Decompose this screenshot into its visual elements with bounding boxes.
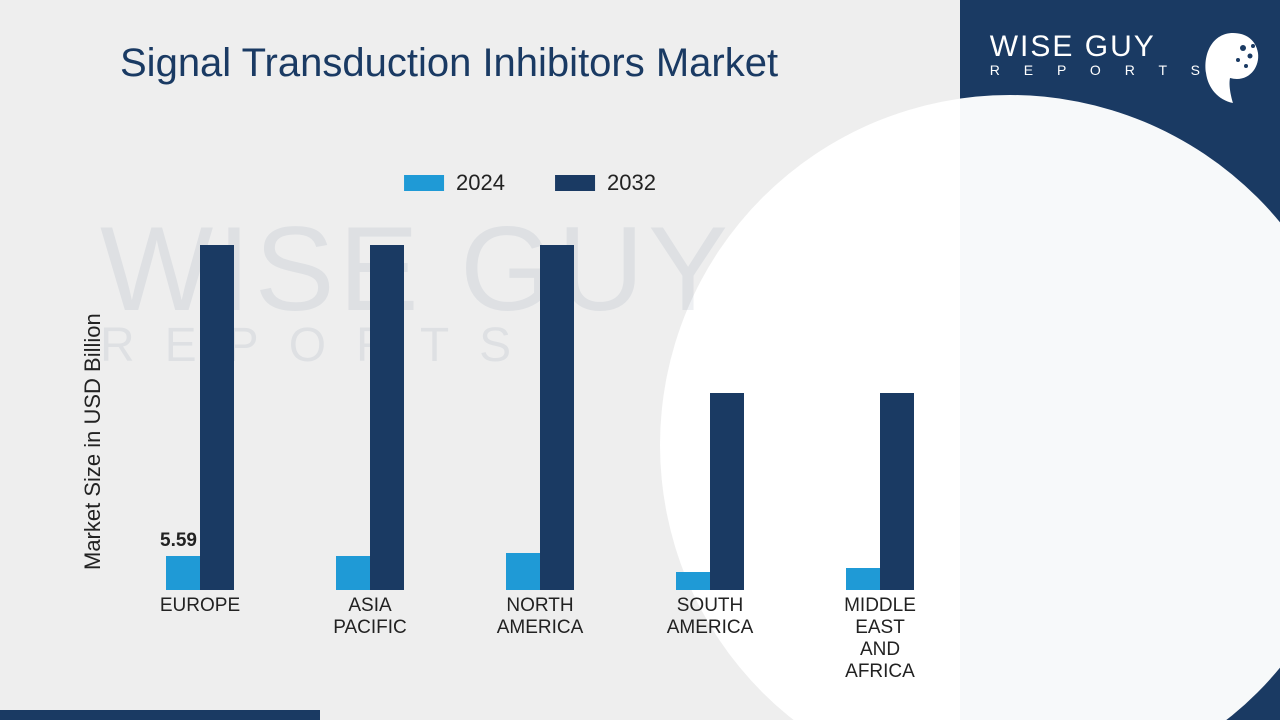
brand-head-icon: [1198, 28, 1268, 108]
x-label-europe: EUROPE: [130, 595, 270, 617]
legend-swatch-2024: [404, 175, 444, 191]
legend-label-2024: 2024: [456, 170, 505, 196]
legend-item-2032: 2032: [555, 170, 656, 196]
plot-region: 5.59: [140, 220, 1000, 590]
bar-group-mea: [846, 393, 914, 590]
bar-group-north_america: [506, 245, 574, 590]
legend-swatch-2032: [555, 175, 595, 191]
x-label-mea: MIDDLEEASTANDAFRICA: [810, 595, 950, 682]
bottom-strip: [0, 710, 320, 720]
x-label-south_america: SOUTHAMERICA: [640, 595, 780, 639]
x-label-asia_pacific: ASIAPACIFIC: [300, 595, 440, 639]
bar-2024-asia_pacific: [336, 556, 370, 590]
bar-2024-europe: [166, 556, 200, 590]
brand-logo: WISE GUY R E P O R T S: [990, 30, 1210, 78]
bar-group-south_america: [676, 393, 744, 590]
chart-title: Signal Transduction Inhibitors Market: [120, 40, 780, 86]
legend-label-2032: 2032: [607, 170, 656, 196]
x-label-north_america: NORTHAMERICA: [470, 595, 610, 639]
brand-line2: R E P O R T S: [990, 62, 1210, 78]
bar-group-asia_pacific: [336, 245, 404, 590]
bar-2024-north_america: [506, 553, 540, 590]
bar-2032-north_america: [540, 245, 574, 590]
bar-2024-south_america: [676, 572, 710, 591]
brand-line1: WISE GUY: [990, 30, 1210, 64]
bar-2024-mea: [846, 568, 880, 590]
bar-2032-mea: [880, 393, 914, 590]
bar-2032-south_america: [710, 393, 744, 590]
bar-2032-asia_pacific: [370, 245, 404, 590]
value-label-2024-europe: 5.59: [160, 530, 197, 552]
y-axis-label: Market Size in USD Billion: [80, 313, 106, 570]
legend-item-2024: 2024: [404, 170, 505, 196]
infographic-root: WISE GUY REPORTS Signal Transduction Inh…: [0, 0, 1280, 720]
legend: 2024 2032: [404, 170, 656, 196]
bar-2032-europe: [200, 245, 234, 590]
chart-area: Market Size in USD Billion 2024 2032 5.5…: [60, 170, 1000, 650]
